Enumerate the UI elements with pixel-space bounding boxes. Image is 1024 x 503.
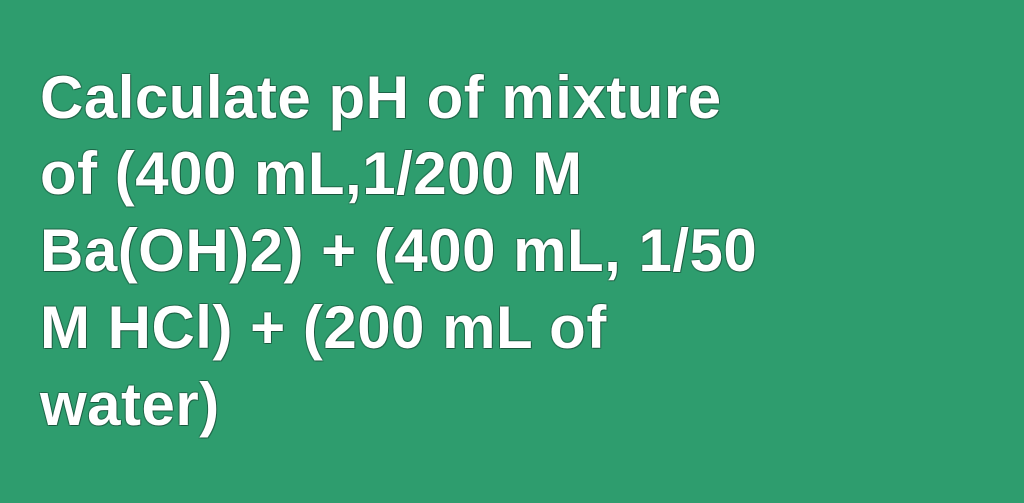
line-2: of (400 mL,1/200 M [40,136,757,213]
line-4: M HCl) + (200 mL of [40,290,757,367]
line-5: water) [40,367,757,444]
line-3: Ba(OH)2) + (400 mL, 1/50 [40,213,757,290]
line-1: Calculate pH of mixture [40,60,757,137]
question-text-block: Calculate pH of mixture of (400 mL,1/200… [40,60,757,444]
